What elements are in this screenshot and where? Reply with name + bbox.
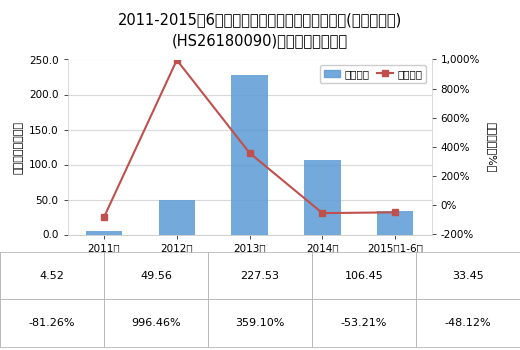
Legend: 出口数量, 同比增长: 出口数量, 同比增长 [320, 65, 426, 83]
Bar [159, 200, 195, 235]
Bar [304, 160, 341, 235]
Y-axis label: 出口数量（万吨）: 出口数量（万吨） [14, 120, 23, 174]
Bar [377, 211, 413, 234]
Y-axis label: 同比增长（%）: 同比增长（%） [487, 122, 497, 172]
Bar [231, 75, 268, 235]
Bar [86, 231, 122, 235]
Text: 2011-2015年6月其他的冶炼阢鐵产生的粒状燕渣(包括燕渣砂): 2011-2015年6月其他的冶炼阢鐵产生的粒状燕渣(包括燕渣砂) [118, 12, 402, 27]
Text: (HS26180090)出口量及增速统计: (HS26180090)出口量及增速统计 [172, 33, 348, 48]
